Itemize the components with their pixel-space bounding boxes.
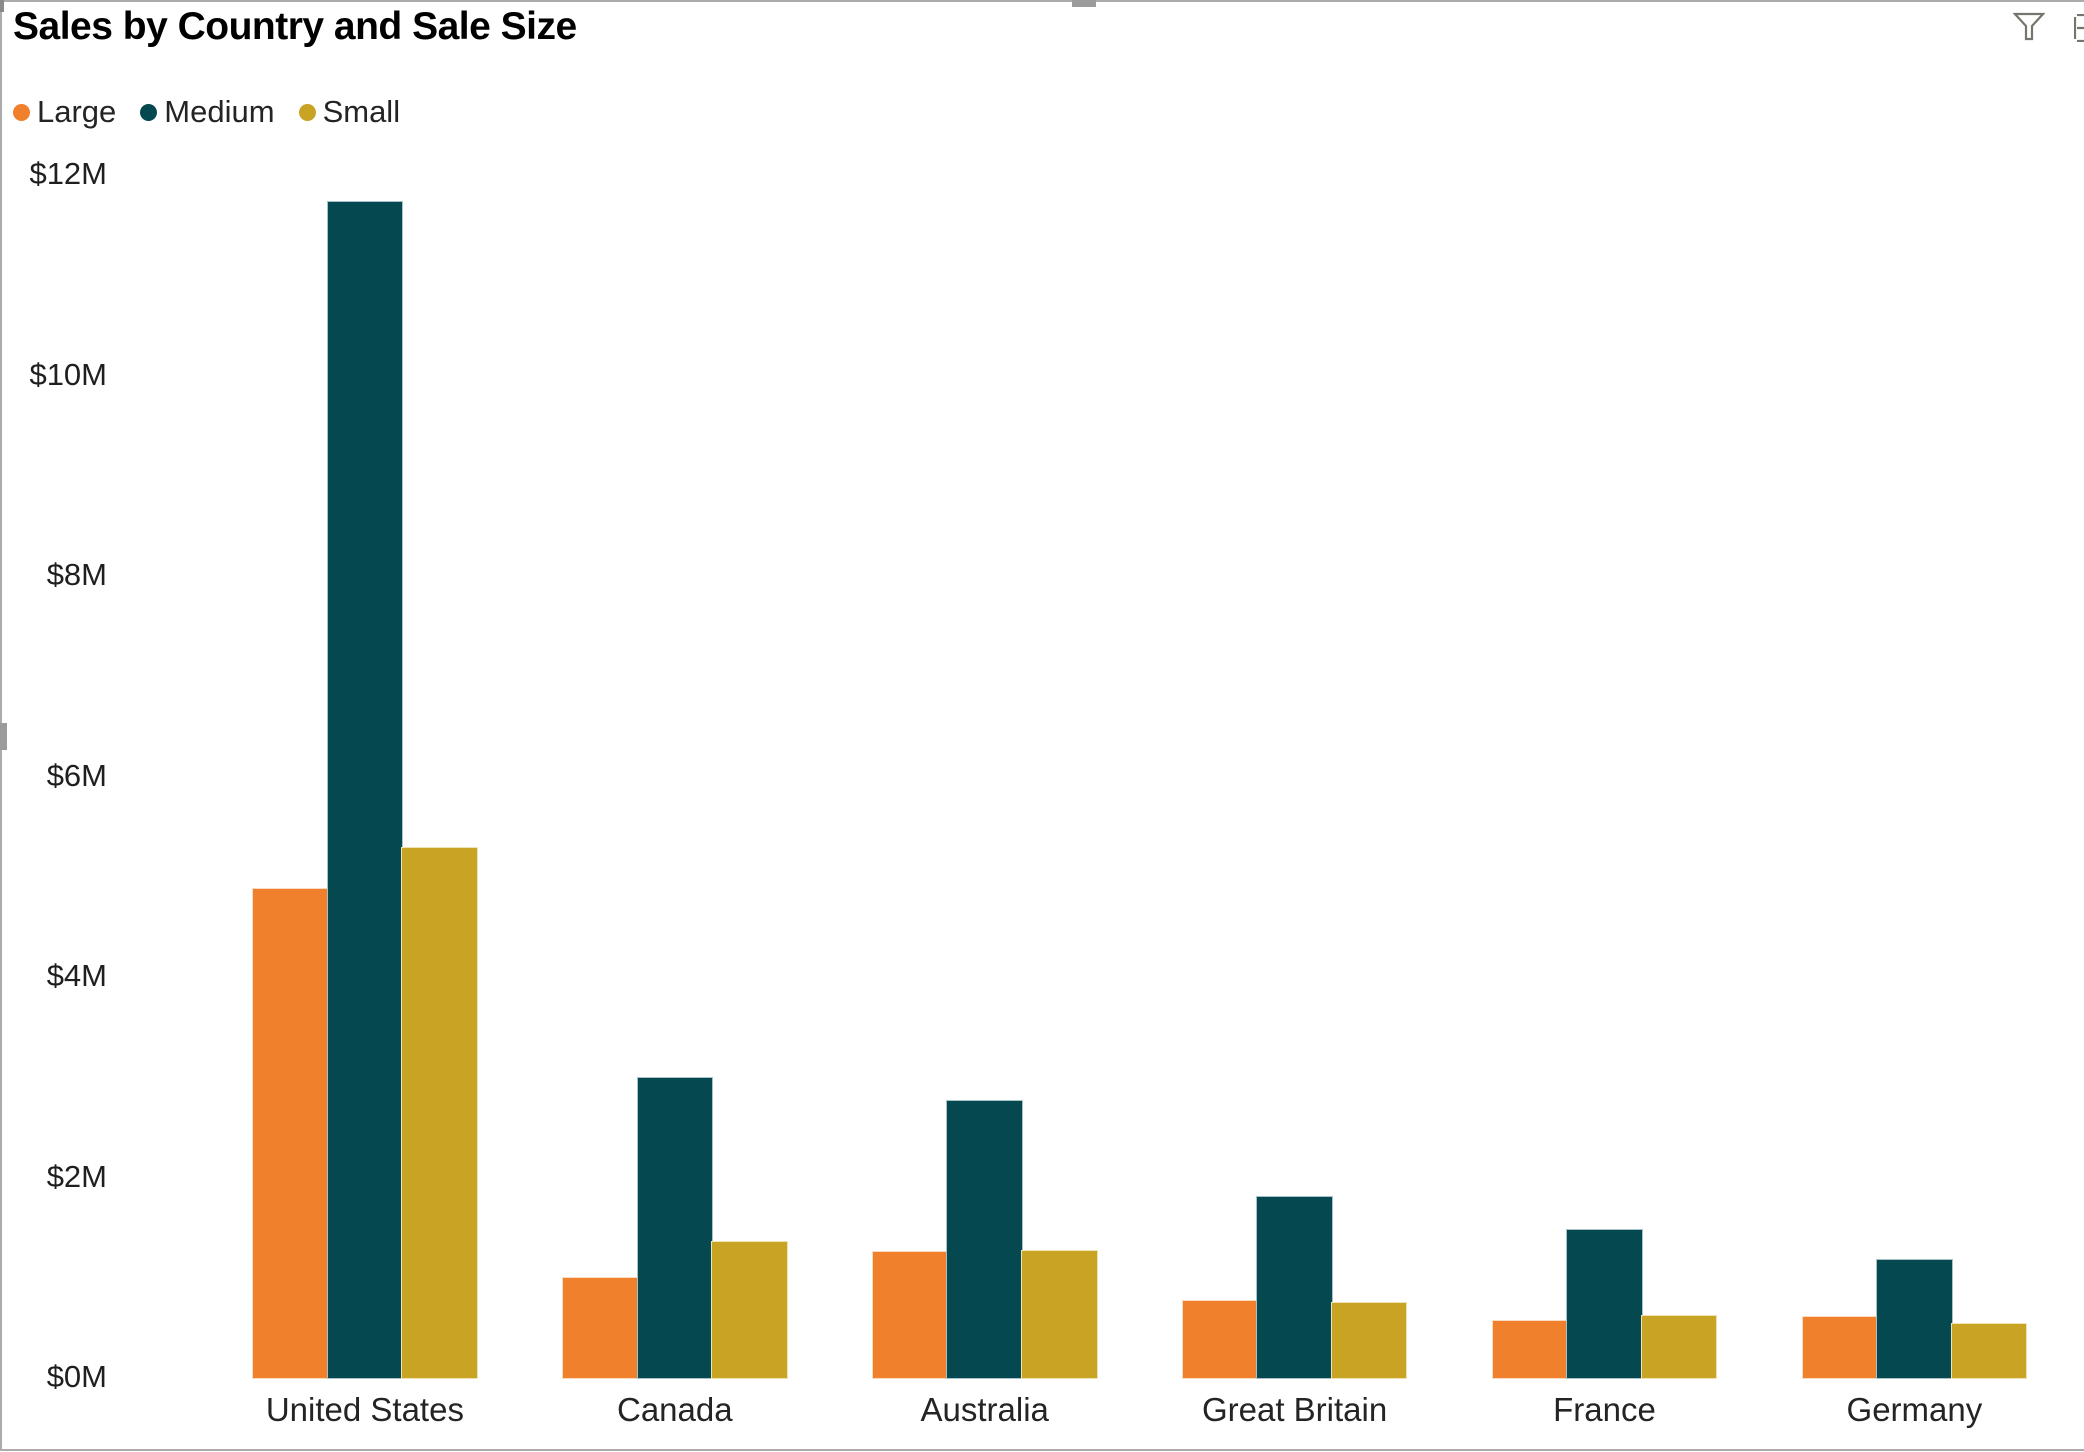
bar-small-great-britain[interactable] [1330, 1301, 1408, 1379]
x-axis-category-label: Canada [616, 1391, 733, 1428]
visual-border-bottom [0, 1449, 2084, 1451]
legend-item-small[interactable]: Small [298, 94, 401, 130]
legend-item-label: Medium [164, 94, 275, 129]
bar-large-united-states[interactable] [252, 887, 329, 1379]
bar-medium-canada[interactable] [636, 1077, 714, 1379]
legend-item-medium[interactable]: Medium [140, 94, 275, 130]
bar-large-germany[interactable] [1801, 1315, 1879, 1379]
bar-large-great-britain[interactable] [1181, 1299, 1259, 1379]
visual-border-top [0, 0, 2084, 2]
focus-mode-partial-icon[interactable] [2073, 13, 2084, 47]
visual-corner-handle [0, 0, 4, 12]
bar-small-australia[interactable] [1021, 1249, 1098, 1379]
vertical-scroll-handle[interactable] [0, 723, 7, 750]
y-axis-tick-label: $0M [46, 1359, 107, 1394]
x-axis-category-label: Australia [920, 1391, 1049, 1428]
bar-medium-great-britain[interactable] [1256, 1196, 1333, 1379]
x-axis-category-label: Great Britain [1201, 1391, 1388, 1428]
bar-medium-france[interactable] [1566, 1228, 1643, 1379]
bar-small-germany[interactable] [1950, 1322, 2028, 1379]
x-axis-category-label: United States [265, 1391, 464, 1428]
y-axis-tick-label: $10M [29, 356, 107, 392]
bar-medium-united-states[interactable] [326, 201, 404, 1379]
legend: Large Medium Small [13, 94, 400, 130]
chart-title: Sales by Country and Sale Size [13, 5, 577, 48]
legend-item-label: Large [37, 94, 117, 129]
x-axis-category-label: Germany [1846, 1391, 1983, 1428]
x-axis-category-label: France [1553, 1391, 1656, 1428]
legend-item-label: Small [322, 94, 401, 129]
bar-large-australia[interactable] [871, 1250, 949, 1379]
bar-medium-germany[interactable] [1876, 1258, 1953, 1379]
legend-dot-icon [13, 103, 30, 121]
horizontal-scroll-handle[interactable] [1072, 0, 1096, 7]
bar-small-united-states[interactable] [401, 847, 478, 1379]
y-axis-tick-label: $12M [29, 156, 107, 192]
bar-small-france[interactable] [1640, 1314, 1718, 1379]
bar-medium-australia[interactable] [946, 1100, 1023, 1379]
bar-small-canada[interactable] [711, 1240, 788, 1379]
legend-dot-icon [298, 103, 316, 121]
y-axis-tick-label: $8M [46, 557, 107, 593]
bar-large-canada[interactable] [561, 1276, 639, 1379]
legend-item-large[interactable]: Large [13, 94, 116, 130]
legend-dot-icon [140, 103, 158, 121]
y-axis-tick-label: $2M [46, 1158, 107, 1194]
y-axis-tick-label: $6M [46, 757, 107, 793]
filter-icon[interactable] [2012, 12, 2046, 47]
bar-large-france[interactable] [1491, 1319, 1569, 1379]
y-axis-tick-label: $4M [46, 958, 107, 994]
